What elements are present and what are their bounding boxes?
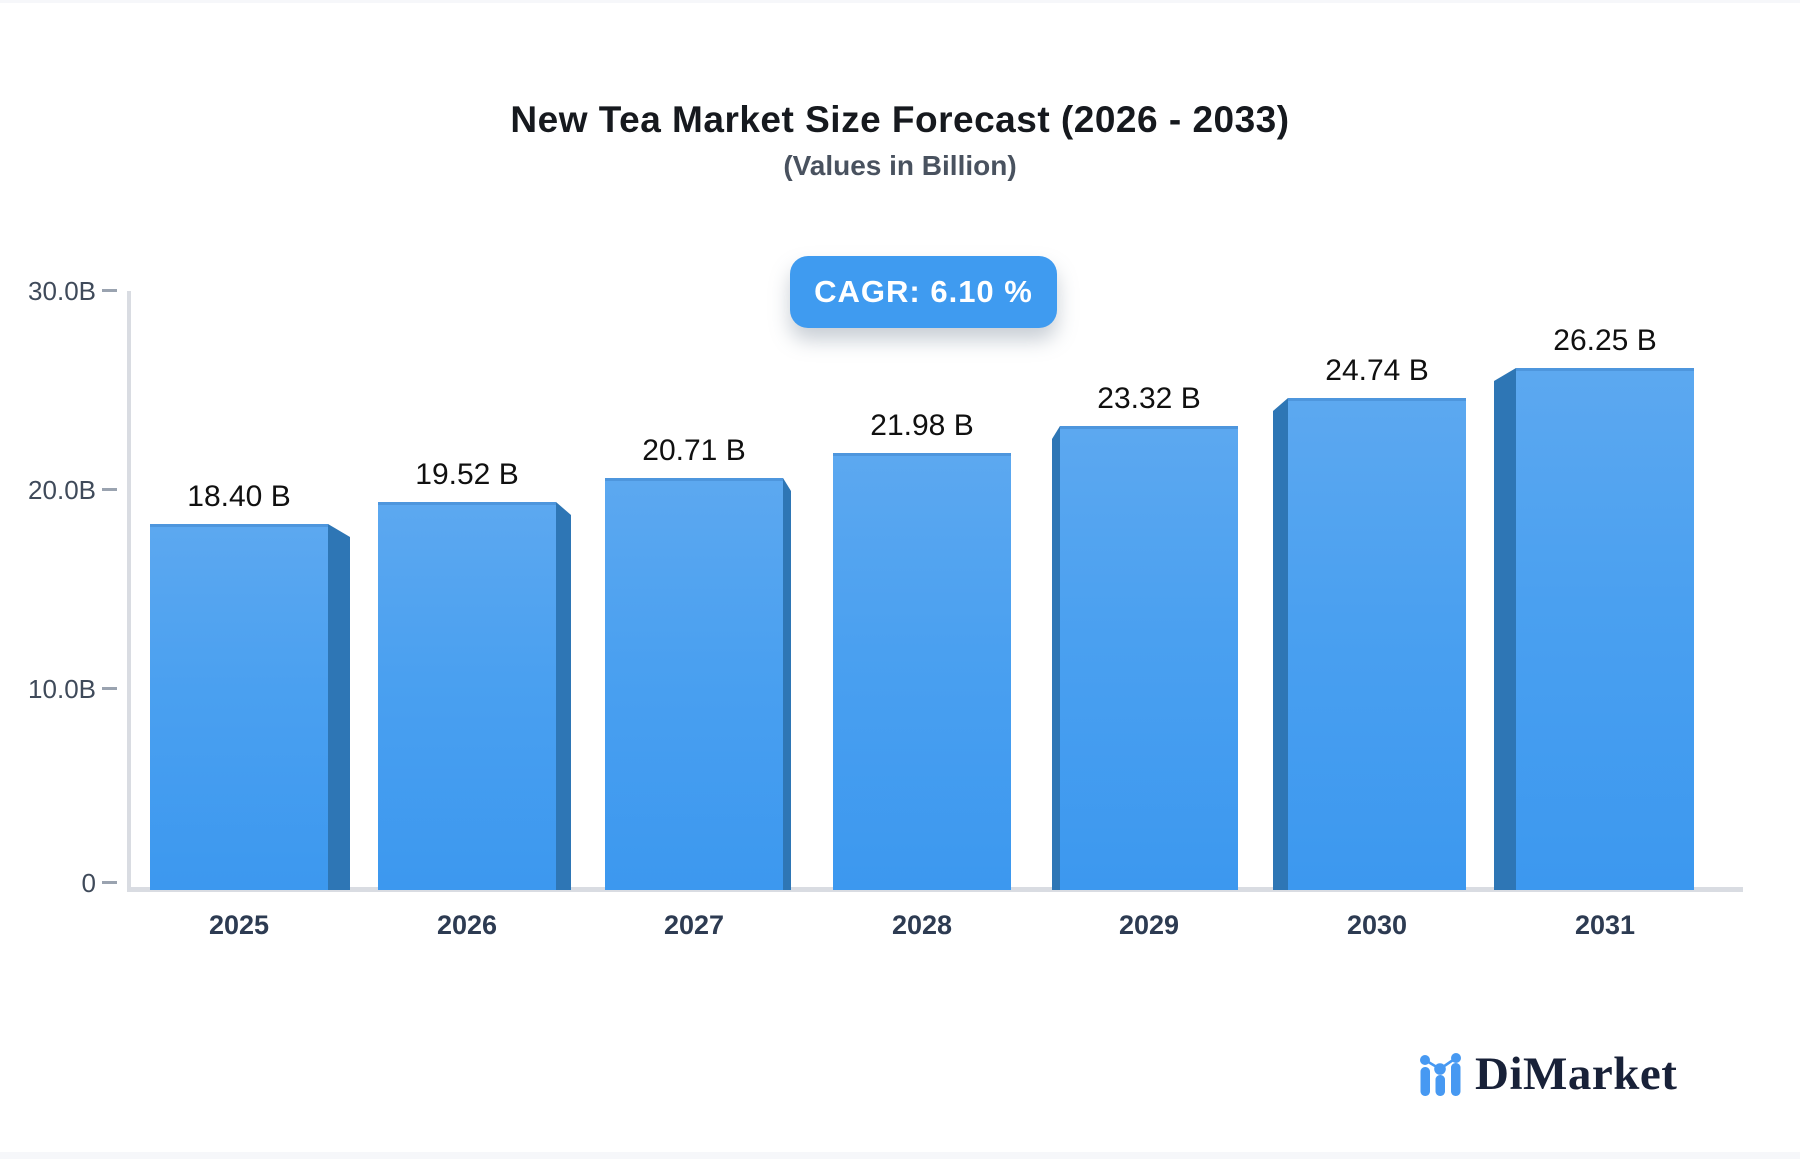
bar-value-label: 20.71 B [642,434,746,467]
bar-side-face [556,502,571,890]
bar-value-label: 21.98 B [870,409,974,442]
x-tick-label: 2025 [208,910,270,940]
bar-side-face [328,524,350,890]
bar-side-face [1273,398,1288,890]
cagr-badge: CAGR: 6.10 % [790,256,1057,328]
bar-side-face [1494,368,1516,890]
x-tick-label: 2026 [436,910,498,940]
bar-value-label: 19.52 B [415,458,519,491]
bar-value-label: 23.32 B [1097,382,1201,415]
y-tick-label: 0 [81,868,96,898]
bar[interactable] [1516,368,1694,890]
bar-chart: 0 10.0B 20.0B 30.0B 18.40 B 2025 19.52 B 2026 2… [0,3,1800,1159]
bar-side-face [1052,426,1060,890]
y-tick-label: 30.0B [28,276,96,306]
bar[interactable] [378,502,556,890]
y-axis-line [127,291,131,892]
chart-subtitle: (Values in Billion) [783,150,1017,181]
bar[interactable] [833,453,1011,890]
x-tick-label: 2029 [1118,910,1180,940]
brand-logo: DiMarket [1418,1043,1677,1099]
y-tick-label: 20.0B [28,475,96,505]
bar[interactable] [1288,398,1466,890]
x-tick-label: 2030 [1346,910,1408,940]
bar-value-label: 24.74 B [1325,354,1429,387]
x-tick-label: 2027 [663,910,725,940]
y-tick-dash [102,488,117,491]
x-tick-label: 2028 [891,910,953,940]
chart-title: New Tea Market Size Forecast (2026 - 203… [510,99,1290,140]
x-tick-label: 2031 [1574,910,1636,940]
bar-side-face [783,478,791,890]
y-tick-label: 10.0B [28,674,96,704]
y-tick-dash [102,687,117,690]
y-tick-dash [102,289,117,292]
bar[interactable] [150,524,328,890]
bar-value-label: 18.40 B [187,480,291,513]
bar-value-label: 26.25 B [1553,324,1657,357]
bar[interactable] [605,478,783,890]
y-tick-dash [102,881,117,884]
bar-chart-dots-icon [1420,1053,1461,1096]
chart-card: New Tea Market Size Forecast (2026 - 203… [0,3,1800,1152]
bar[interactable] [1060,426,1238,890]
brand-name: DiMarket [1475,1048,1678,1100]
